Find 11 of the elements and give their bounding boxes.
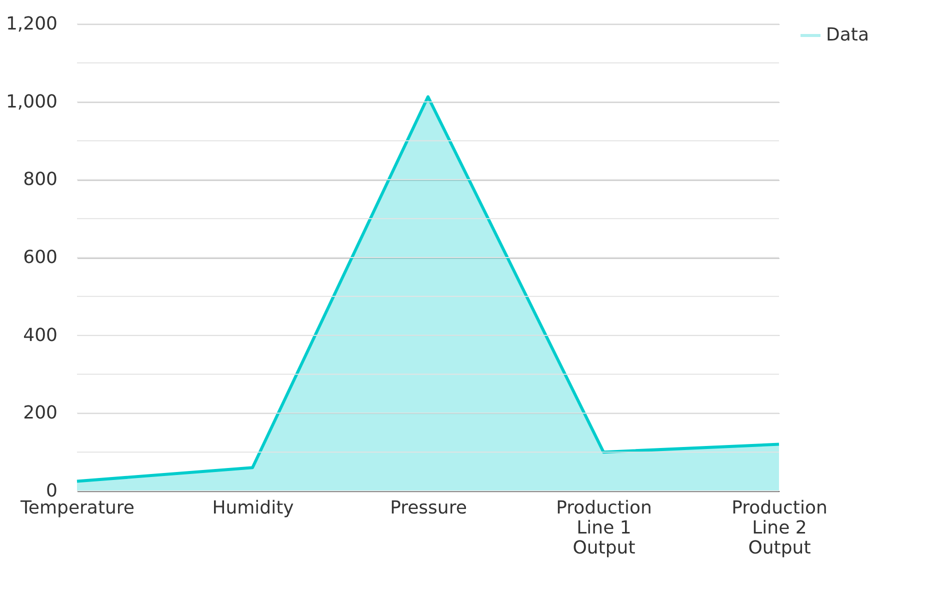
x-tick-label: Production Line 1 Output	[556, 498, 652, 558]
x-tick-label: Pressure	[390, 498, 467, 518]
y-tick-label: 200	[23, 402, 58, 424]
y-tick-label: 1,000	[6, 91, 58, 112]
x-tick-label: Humidity	[212, 498, 294, 518]
y-tick-label: 600	[23, 247, 58, 268]
y-tick-label: 400	[23, 324, 58, 346]
legend-label: Data	[826, 24, 869, 46]
x-tick-label: Production Line 2 Output	[732, 498, 828, 558]
y-tick-label: 800	[23, 169, 58, 190]
y-tick-label: 1,200	[6, 14, 58, 34]
